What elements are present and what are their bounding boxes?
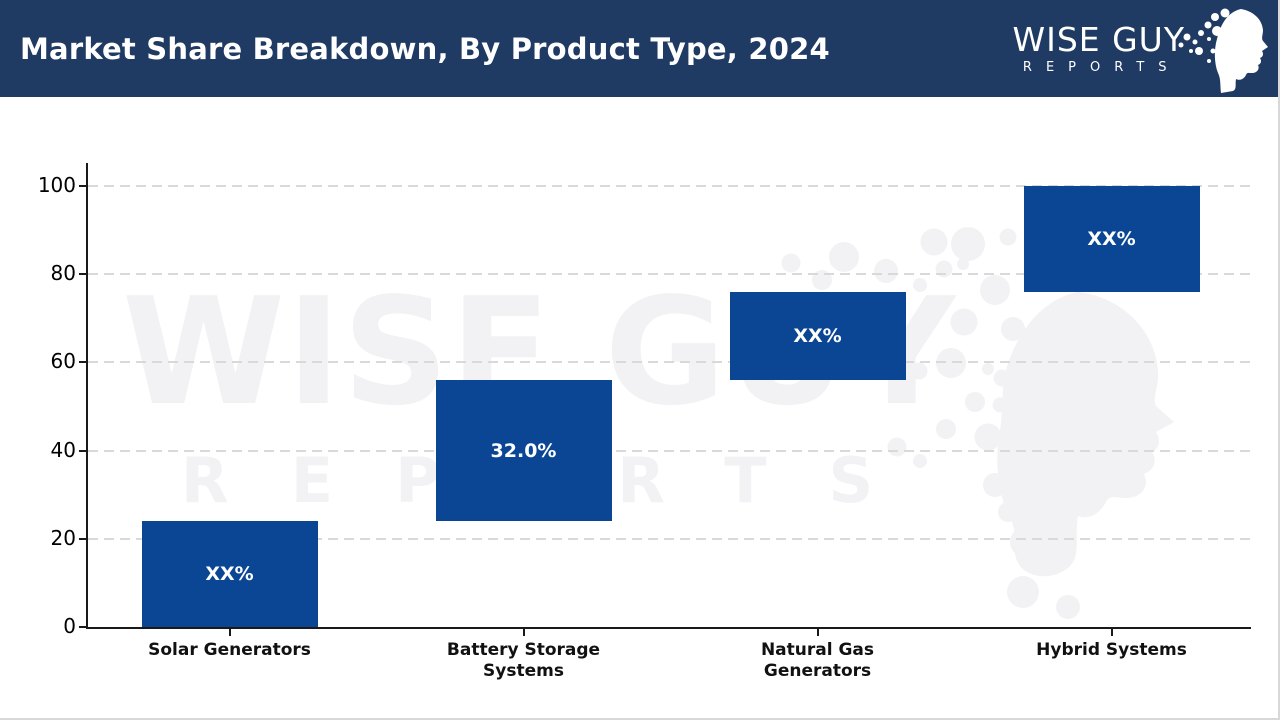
y-tick-mark <box>79 273 87 276</box>
x-category-label: Solar Generators <box>148 640 311 660</box>
gridline <box>88 273 1251 276</box>
face-dots-icon <box>1178 8 1268 93</box>
page-title: Market Share Breakdown, By Product Type,… <box>20 31 830 66</box>
x-tick-mark <box>522 629 525 636</box>
brand-name: WISE GUY <box>1012 19 1185 59</box>
y-tick-mark <box>79 626 87 628</box>
bar-value-label: XX% <box>1087 227 1136 250</box>
y-tick-mark <box>79 537 87 540</box>
gridline <box>88 449 1251 452</box>
x-category-label: Hybrid Systems <box>1036 640 1187 660</box>
bar-value-label: XX% <box>793 324 842 347</box>
bar-value-label: 32.0% <box>490 439 557 462</box>
x-tick-mark <box>816 629 819 636</box>
y-tick-label: 80 <box>50 261 76 286</box>
y-tick-label: 20 <box>50 525 76 550</box>
x-category-label: Battery Storage Systems <box>446 640 601 682</box>
bar-segment: XX% <box>141 521 318 627</box>
bar-value-label: XX% <box>205 563 254 586</box>
brand-subtitle: REPORTS <box>1022 59 1181 75</box>
y-tick-mark <box>79 185 87 187</box>
y-axis-spine <box>86 163 88 629</box>
y-tick-label: 60 <box>50 349 76 374</box>
x-tick-mark <box>228 629 231 636</box>
gridline <box>88 361 1251 364</box>
gridline <box>88 537 1251 540</box>
x-axis-spine <box>86 627 1251 629</box>
y-tick-mark <box>79 449 87 452</box>
brand-logo: WISE GUY REPORTS <box>1012 5 1268 93</box>
gridline <box>88 185 1251 187</box>
y-tick-label: 0 <box>63 614 76 638</box>
bar-segment: 32.0% <box>435 380 612 522</box>
x-tick-mark <box>1110 629 1113 636</box>
bar-segment: XX% <box>729 291 906 381</box>
x-category-label: Natural Gas Generators <box>760 640 875 682</box>
brand-logo-text: WISE GUY REPORTS <box>1012 23 1185 75</box>
bar-segment: XX% <box>1023 186 1200 292</box>
y-tick-label: 100 <box>37 173 76 197</box>
y-tick-label: 40 <box>50 437 76 462</box>
y-tick-mark <box>79 361 87 364</box>
header-bar: Market Share Breakdown, By Product Type,… <box>0 0 1278 97</box>
